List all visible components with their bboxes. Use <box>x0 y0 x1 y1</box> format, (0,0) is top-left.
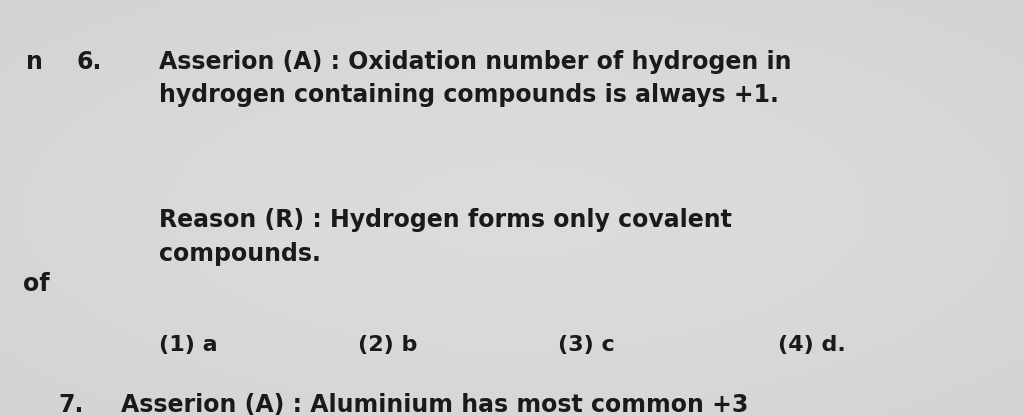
Text: (4) d.: (4) d. <box>778 335 846 355</box>
Text: 6.: 6. <box>77 50 102 74</box>
Text: (1) a: (1) a <box>159 335 217 355</box>
Text: of: of <box>23 272 49 297</box>
Text: (3) c: (3) c <box>558 335 614 355</box>
Text: Asserion (A) : Aluminium has most common +3: Asserion (A) : Aluminium has most common… <box>121 393 749 416</box>
Text: Reason (R) : Hydrogen forms only covalent
compounds.: Reason (R) : Hydrogen forms only covalen… <box>159 208 731 265</box>
Text: 7.: 7. <box>58 393 84 416</box>
Text: Asserion (A) : Oxidation number of hydrogen in
hydrogen containing compounds is : Asserion (A) : Oxidation number of hydro… <box>159 50 792 107</box>
Text: n: n <box>26 50 42 74</box>
Text: (2) b: (2) b <box>358 335 418 355</box>
